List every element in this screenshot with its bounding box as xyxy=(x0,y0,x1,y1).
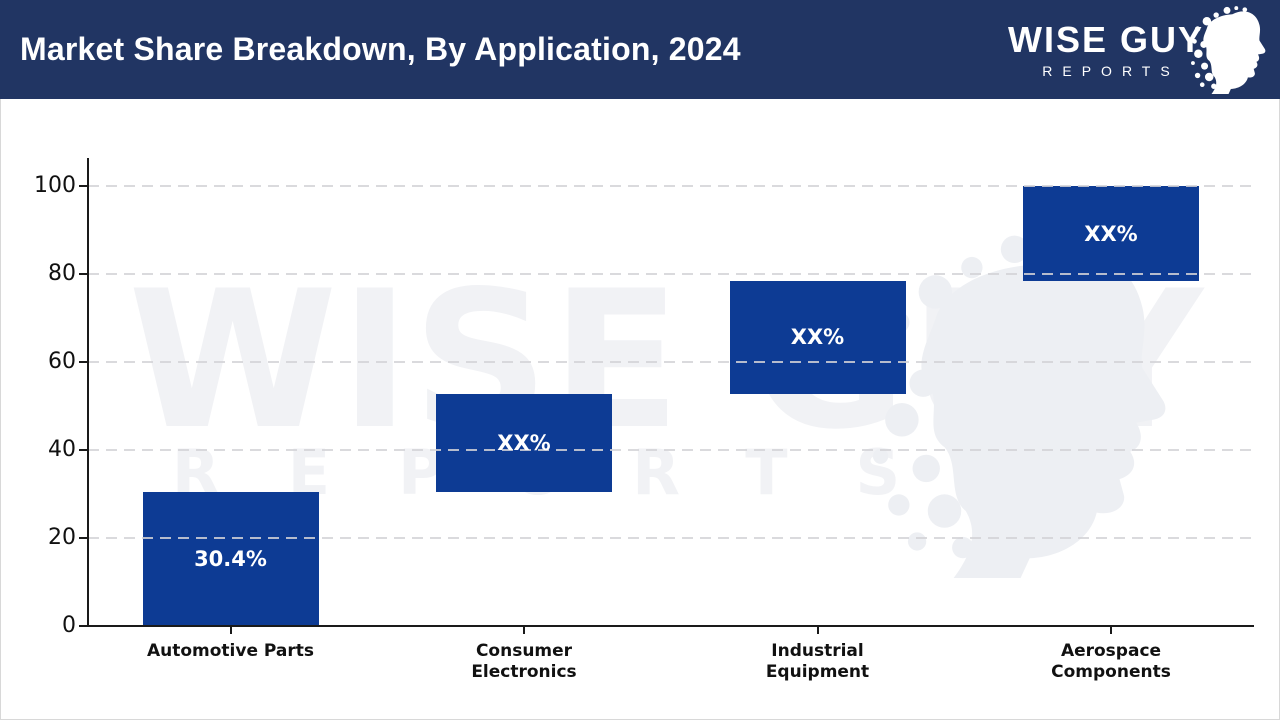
header-bar: Market Share Breakdown, By Application, … xyxy=(0,0,1280,99)
wise-guy-logo: WISE GUY REPORTS xyxy=(1008,5,1266,94)
logo-wordmark: WISE GUY REPORTS xyxy=(1007,18,1204,79)
logo-line2: REPORTS xyxy=(1042,62,1180,79)
chart-title: Market Share Breakdown, By Application, … xyxy=(20,31,741,67)
logo-dotted-head-icon xyxy=(1191,6,1266,94)
logo-line1: WISE GUY xyxy=(1007,18,1204,60)
chart-canvas xyxy=(0,99,1280,720)
